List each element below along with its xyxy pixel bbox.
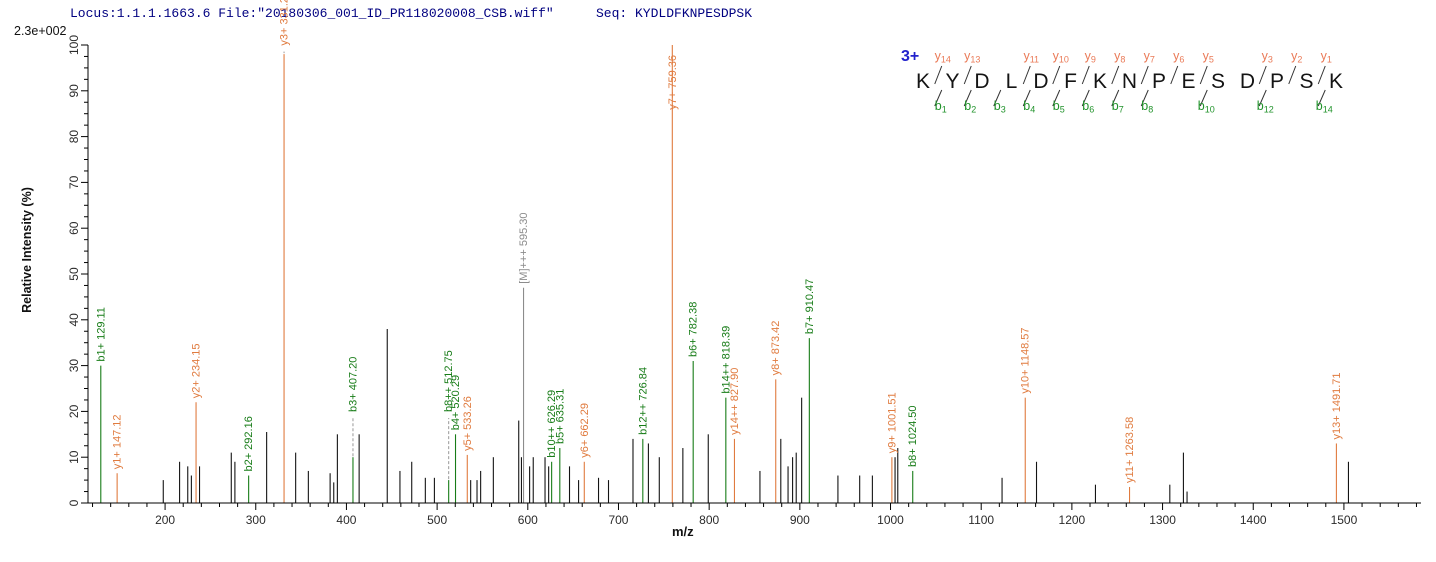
b-ion-mark: b6 xyxy=(1082,99,1094,115)
peak-label: y14++ 827.90 xyxy=(729,368,741,435)
y-ion-mark: y10 xyxy=(1053,49,1069,65)
peak-label: b8++ 512.75 xyxy=(443,350,455,412)
residue-letter: D xyxy=(974,70,989,93)
peak-label: y11+ 1263.58 xyxy=(1124,417,1136,483)
residue-letter: F xyxy=(1064,70,1077,93)
peak-label: y6+ 662.29 xyxy=(579,403,591,458)
peak-label: b3+ 407.20 xyxy=(347,357,359,412)
residue-letter: K xyxy=(1329,70,1343,93)
peak-label: b7+ 910.47 xyxy=(804,279,816,334)
x-tick-label: 1100 xyxy=(968,513,994,527)
peak-label: y9+ 1001.51 xyxy=(886,392,898,453)
y-ion-mark: y3 xyxy=(1262,49,1273,65)
peak-label: b10++ 626.29 xyxy=(546,390,558,458)
y-tick-label: 40 xyxy=(67,313,81,327)
x-tick-label: 1300 xyxy=(1149,513,1176,527)
b-ion-mark: b4 xyxy=(1023,99,1035,115)
x-tick-label: 900 xyxy=(790,513,810,527)
x-tick-label: 600 xyxy=(518,513,538,527)
header-locus-file: Locus:1.1.1.1663.6 File:"20180306_001_ID… xyxy=(70,6,554,21)
residue-letter: L xyxy=(1006,70,1018,93)
x-tick-label: 500 xyxy=(427,513,447,527)
x-tick-label: 300 xyxy=(246,513,266,527)
x-tick-label: 700 xyxy=(608,513,628,527)
precursor-charge: 3+ xyxy=(901,48,919,65)
x-tick-label: 1200 xyxy=(1059,513,1086,527)
peak-label: b1+ 129.11 xyxy=(95,307,107,362)
y-tick-label: 60 xyxy=(67,221,81,235)
b-ion-mark: b1 xyxy=(935,99,947,115)
y-tick-label: 20 xyxy=(67,404,81,418)
y-ion-mark: y8 xyxy=(1114,49,1125,65)
x-tick-label: 1400 xyxy=(1240,513,1267,527)
y-tick-label: 90 xyxy=(67,84,81,98)
residue-letter: K xyxy=(1093,70,1107,93)
y-ion-mark: y11 xyxy=(1023,49,1039,65)
header-sequence: Seq: KYDLDFKNPESDPSK xyxy=(596,6,753,21)
x-tick-label: 200 xyxy=(155,513,175,527)
residue-letter: E xyxy=(1181,70,1195,93)
peak-label: [M]+++ 595.30 xyxy=(518,212,530,283)
y-ion-mark: y13 xyxy=(964,49,980,65)
y-ion-mark: y5 xyxy=(1203,49,1214,65)
y-ion-mark: y2 xyxy=(1291,49,1302,65)
y-tick-label: 70 xyxy=(67,175,81,189)
peak-label: b8+ 1024.50 xyxy=(907,405,919,466)
peak-label: y3+ 331.20 xyxy=(279,0,291,46)
residue-letter: N xyxy=(1122,70,1137,93)
residue-letter: S xyxy=(1211,70,1225,93)
y-ion-mark: y9 xyxy=(1085,49,1096,65)
peak-label: y2+ 234.15 xyxy=(191,343,203,398)
residue-letter: K xyxy=(916,70,930,93)
residue-letter: P xyxy=(1152,70,1166,93)
residue-letter: P xyxy=(1270,70,1284,93)
peak-label: b12++ 726.84 xyxy=(637,367,649,435)
peak-label: b2+ 292.16 xyxy=(243,416,255,471)
x-tick-label: 800 xyxy=(699,513,719,527)
x-axis-title: m/z xyxy=(672,524,694,539)
b-ion-mark: b10 xyxy=(1198,99,1215,115)
peak-label: y8+ 873.42 xyxy=(770,321,782,376)
intensity-scale-label: 2.3e+002 xyxy=(14,24,67,38)
b-ion-mark: b3 xyxy=(994,99,1006,115)
peak-label: y1+ 147.12 xyxy=(112,414,124,469)
y-ion-mark: y6 xyxy=(1173,49,1184,65)
peak-label: y5+ 533.26 xyxy=(462,396,474,451)
y-tick-label: 30 xyxy=(67,359,81,373)
peak-label: b6+ 782.38 xyxy=(688,302,700,357)
y-ion-mark: y14 xyxy=(935,49,951,65)
b-ion-mark: b8 xyxy=(1141,99,1153,115)
x-tick-label: 1000 xyxy=(877,513,904,527)
b-ion-mark: b12 xyxy=(1257,99,1274,115)
residue-letter: D xyxy=(1240,70,1255,93)
b-ion-mark: b5 xyxy=(1053,99,1065,115)
peak-label: y7+ 759.36 xyxy=(667,55,679,110)
peak-label: b14++ 818.39 xyxy=(720,326,732,394)
b-ion-mark: b14 xyxy=(1316,99,1333,115)
x-tick-label: 400 xyxy=(336,513,356,527)
peak-label: b5+ 635.31 xyxy=(554,389,566,444)
y-tick-label: 80 xyxy=(67,130,81,144)
y-tick-label: 0 xyxy=(67,499,81,506)
b-ion-mark: b2 xyxy=(964,99,976,115)
residue-letter: S xyxy=(1299,70,1313,93)
y-tick-label: 50 xyxy=(67,267,81,281)
peak-label: y13+ 1491.71 xyxy=(1331,372,1343,439)
x-tick-label: 1500 xyxy=(1331,513,1358,527)
b-ion-mark: b7 xyxy=(1112,99,1124,115)
residue-letter: Y xyxy=(945,70,959,93)
y-ion-mark: y1 xyxy=(1321,49,1332,65)
y-tick-label: 10 xyxy=(67,450,81,464)
peak-label: b4+ 520.29 xyxy=(450,375,462,430)
y-ion-mark: y7 xyxy=(1144,49,1155,65)
y-tick-label: 100 xyxy=(67,35,81,55)
peak-label: y10+ 1148.57 xyxy=(1020,327,1032,393)
residue-letter: D xyxy=(1033,70,1048,93)
